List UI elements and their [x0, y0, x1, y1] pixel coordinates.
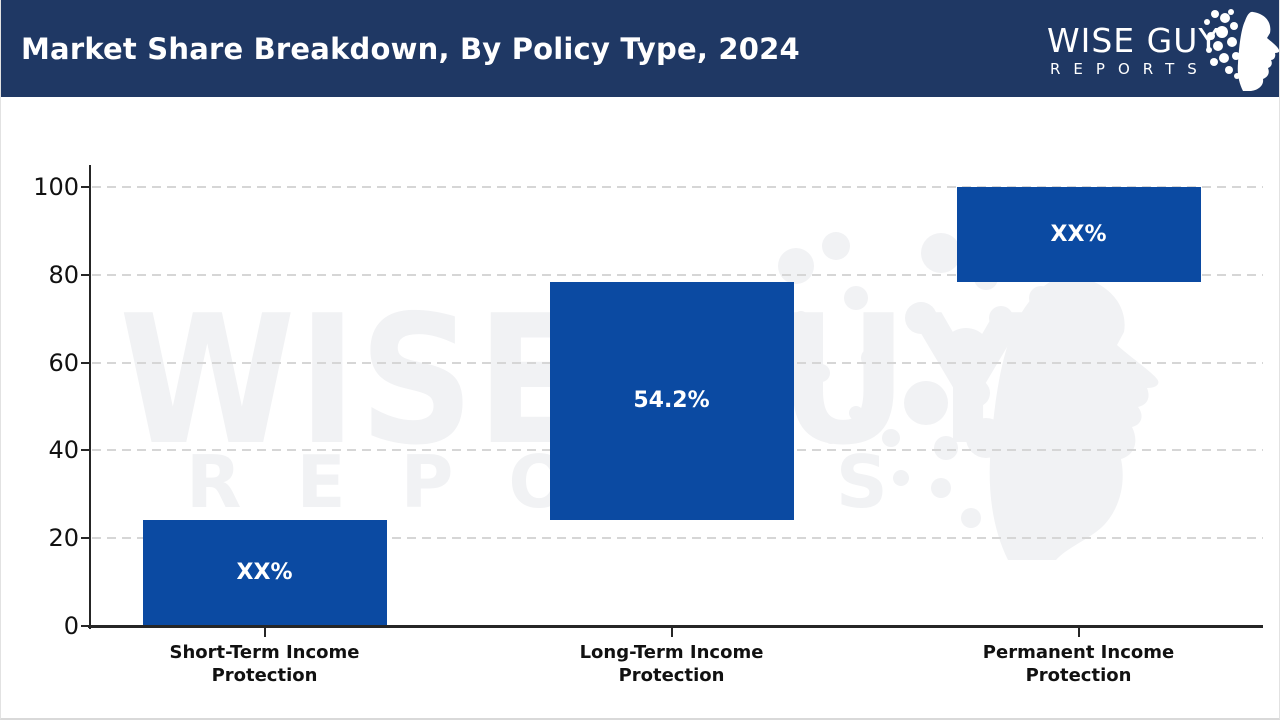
x-tick-mark-3	[1077, 628, 1080, 637]
y-tick-label-0: 0	[63, 612, 79, 640]
y-tick-mark-0	[81, 625, 90, 627]
logo-text: WISE GUY REPORTS	[1047, 24, 1220, 77]
y-tick-mark-80	[81, 273, 90, 276]
logo-subtitle: REPORTS	[1050, 60, 1210, 78]
y-tick-mark-100	[81, 186, 90, 188]
watermark-face-logo	[778, 232, 1159, 560]
y-tick-label-60: 60	[48, 348, 79, 377]
y-tick-label-100: 100	[33, 173, 79, 201]
chart-title: Market Share Breakdown, By Policy Type, …	[21, 31, 800, 66]
bar-value-label-1: XX%	[236, 560, 293, 586]
logo-face-icon	[1204, 9, 1279, 91]
y-tick-mark-60	[81, 361, 90, 364]
x-category-label-2: Long-Term Income Protection	[579, 642, 764, 687]
bar-1: XX%	[142, 519, 387, 626]
gridline-y-80	[92, 273, 1263, 276]
x-category-label-3: Permanent Income Protection	[982, 642, 1175, 687]
x-tick-mark-2	[670, 628, 673, 637]
y-tick-mark-20	[81, 537, 90, 540]
gridline-y-100	[92, 186, 1263, 188]
x-tick-mark-1	[263, 628, 266, 637]
bar-3: XX%	[956, 187, 1201, 282]
bar-value-label-3: XX%	[1050, 221, 1107, 247]
y-tick-label-20: 20	[48, 524, 79, 553]
y-tick-label-80: 80	[48, 260, 79, 289]
logo-wordmark: WISE GUY	[1047, 21, 1220, 60]
bar-value-label-2: 54.2%	[633, 388, 710, 414]
gridline-y-20	[92, 537, 1263, 540]
x-axis-line	[88, 625, 1263, 628]
bar-2: 54.2%	[549, 281, 794, 520]
y-axis-line	[89, 165, 91, 629]
x-category-label-1: Short-Term Income Protection	[169, 642, 360, 687]
y-tick-mark-40	[81, 449, 90, 452]
wise-guy-reports-logo: WISE GUY REPORTS	[1033, 4, 1279, 96]
header-bar: Market Share Breakdown, By Policy Type, …	[1, 0, 1279, 97]
y-tick-label-40: 40	[48, 436, 79, 465]
